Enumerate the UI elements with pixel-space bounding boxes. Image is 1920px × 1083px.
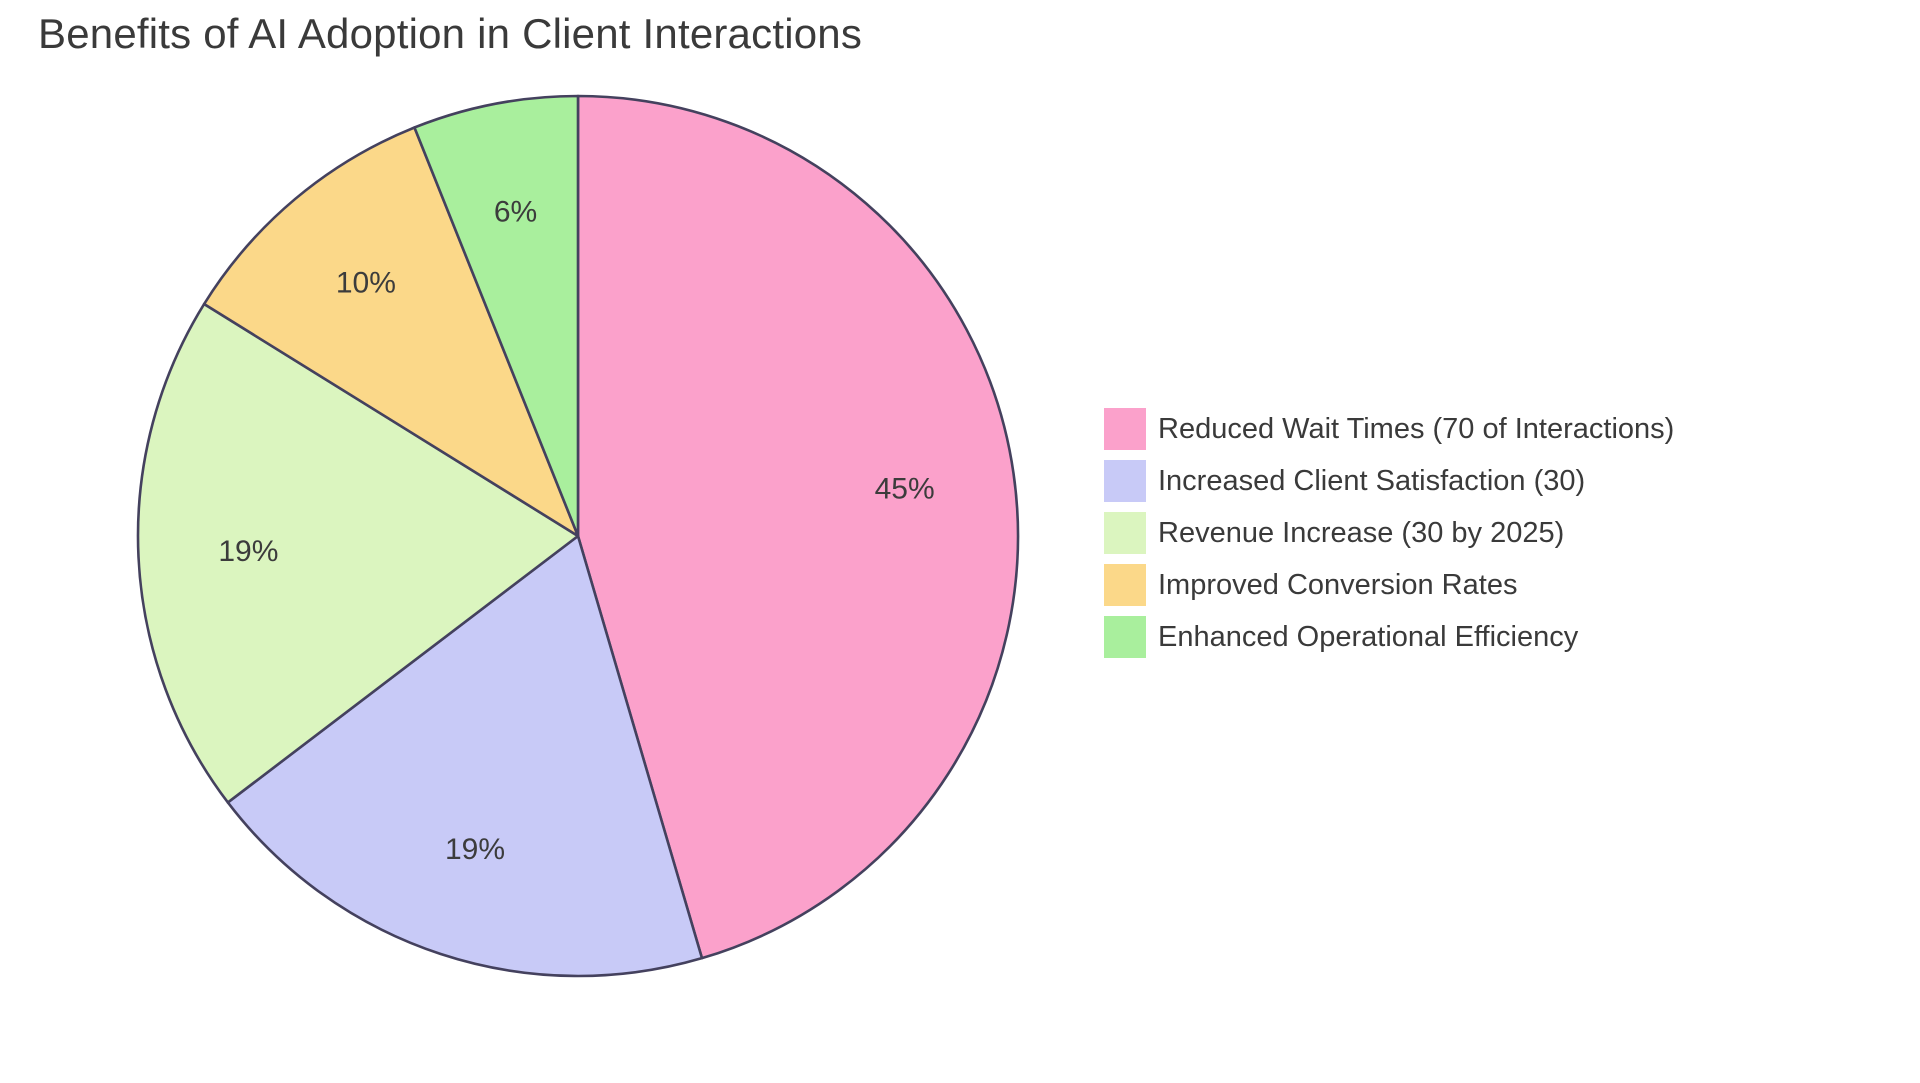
legend-item: Increased Client Satisfaction (30) xyxy=(1104,460,1674,502)
legend: Reduced Wait Times (70 of Interactions) … xyxy=(1104,408,1674,658)
pie-slice-0 xyxy=(576,94,1020,960)
legend-item: Improved Conversion Rates xyxy=(1104,564,1674,606)
pie-slice-3 xyxy=(202,126,580,538)
legend-item-label: Enhanced Operational Efficiency xyxy=(1158,621,1579,653)
legend-item: Enhanced Operational Efficiency xyxy=(1104,616,1674,658)
slice-label-4: 6% xyxy=(494,195,537,228)
legend-swatch xyxy=(1104,616,1146,658)
pie-slice-2 xyxy=(136,302,580,804)
slice-label-0: 45% xyxy=(875,473,935,506)
legend-item-label: Revenue Increase (30 by 2025) xyxy=(1158,517,1565,549)
slice-label-2: 19% xyxy=(218,535,278,568)
legend-swatch xyxy=(1104,460,1146,502)
legend-item-label: Improved Conversion Rates xyxy=(1158,569,1518,601)
pie-slice-1 xyxy=(226,534,704,978)
legend-swatch xyxy=(1104,408,1146,450)
legend-swatch xyxy=(1104,512,1146,554)
legend-item-label: Reduced Wait Times (70 of Interactions) xyxy=(1158,413,1675,445)
legend-item: Revenue Increase (30 by 2025) xyxy=(1104,512,1674,554)
legend-swatch xyxy=(1104,564,1146,606)
slice-label-3: 10% xyxy=(336,267,396,300)
chart-title: Benefits of AI Adoption in Client Intera… xyxy=(38,10,863,57)
pie-slice-4 xyxy=(413,94,580,538)
legend-item-label: Increased Client Satisfaction (30) xyxy=(1158,465,1586,497)
slice-label-1: 19% xyxy=(445,833,505,866)
legend-item: Reduced Wait Times (70 of Interactions) xyxy=(1104,408,1674,450)
pie-chart: 45% 19% 19% 10% 6% xyxy=(136,94,1020,978)
